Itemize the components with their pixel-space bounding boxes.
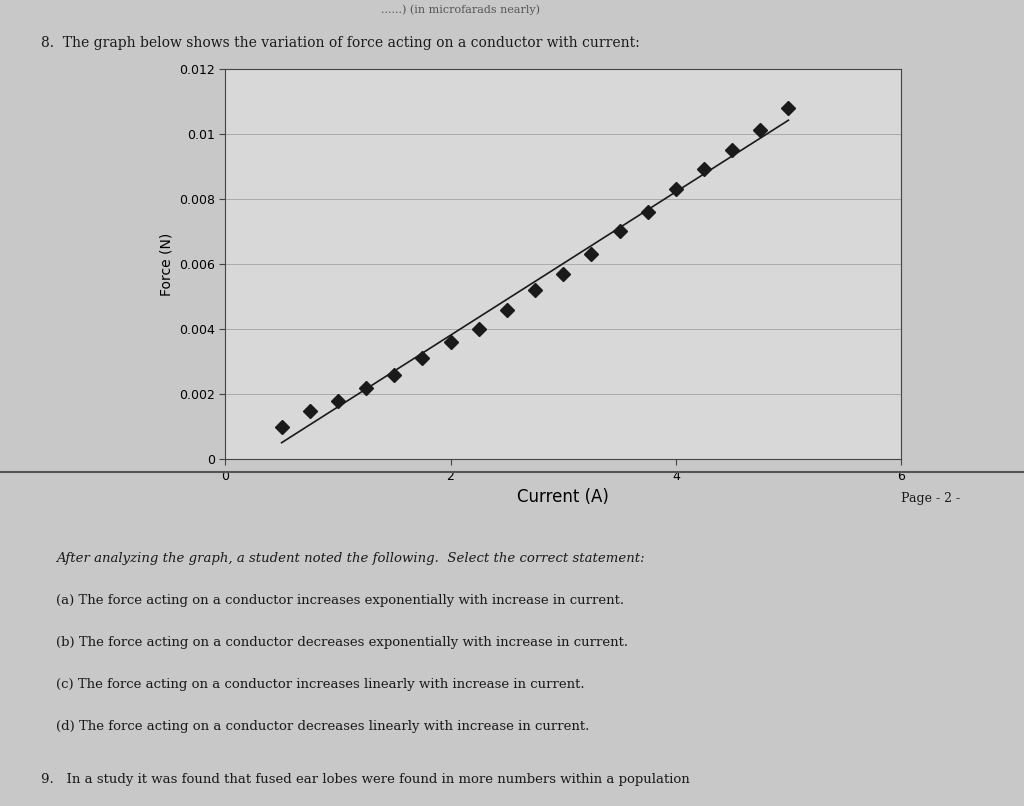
Y-axis label: Force (N): Force (N) (160, 232, 173, 296)
Text: After analyzing the graph, a student noted the following.  Select the correct st: After analyzing the graph, a student not… (56, 552, 645, 565)
Text: (c) The force acting on a conductor increases linearly with increase in current.: (c) The force acting on a conductor incr… (56, 678, 585, 691)
Text: 9.   In a study it was found that fused ear lobes were found in more numbers wit: 9. In a study it was found that fused ea… (41, 773, 690, 786)
Text: 8.  The graph below shows the variation of force acting on a conductor with curr: 8. The graph below shows the variation o… (41, 36, 640, 50)
Text: ......) (in microfarads nearly): ......) (in microfarads nearly) (381, 4, 541, 15)
Text: (b) The force acting on a conductor decreases exponentially with increase in cur: (b) The force acting on a conductor decr… (56, 636, 629, 649)
Text: Page - 2 -: Page - 2 - (901, 492, 961, 505)
X-axis label: Current (A): Current (A) (517, 488, 609, 506)
Text: (a) The force acting on a conductor increases exponentially with increase in cur: (a) The force acting on a conductor incr… (56, 594, 625, 607)
Text: (d) The force acting on a conductor decreases linearly with increase in current.: (d) The force acting on a conductor decr… (56, 720, 590, 733)
